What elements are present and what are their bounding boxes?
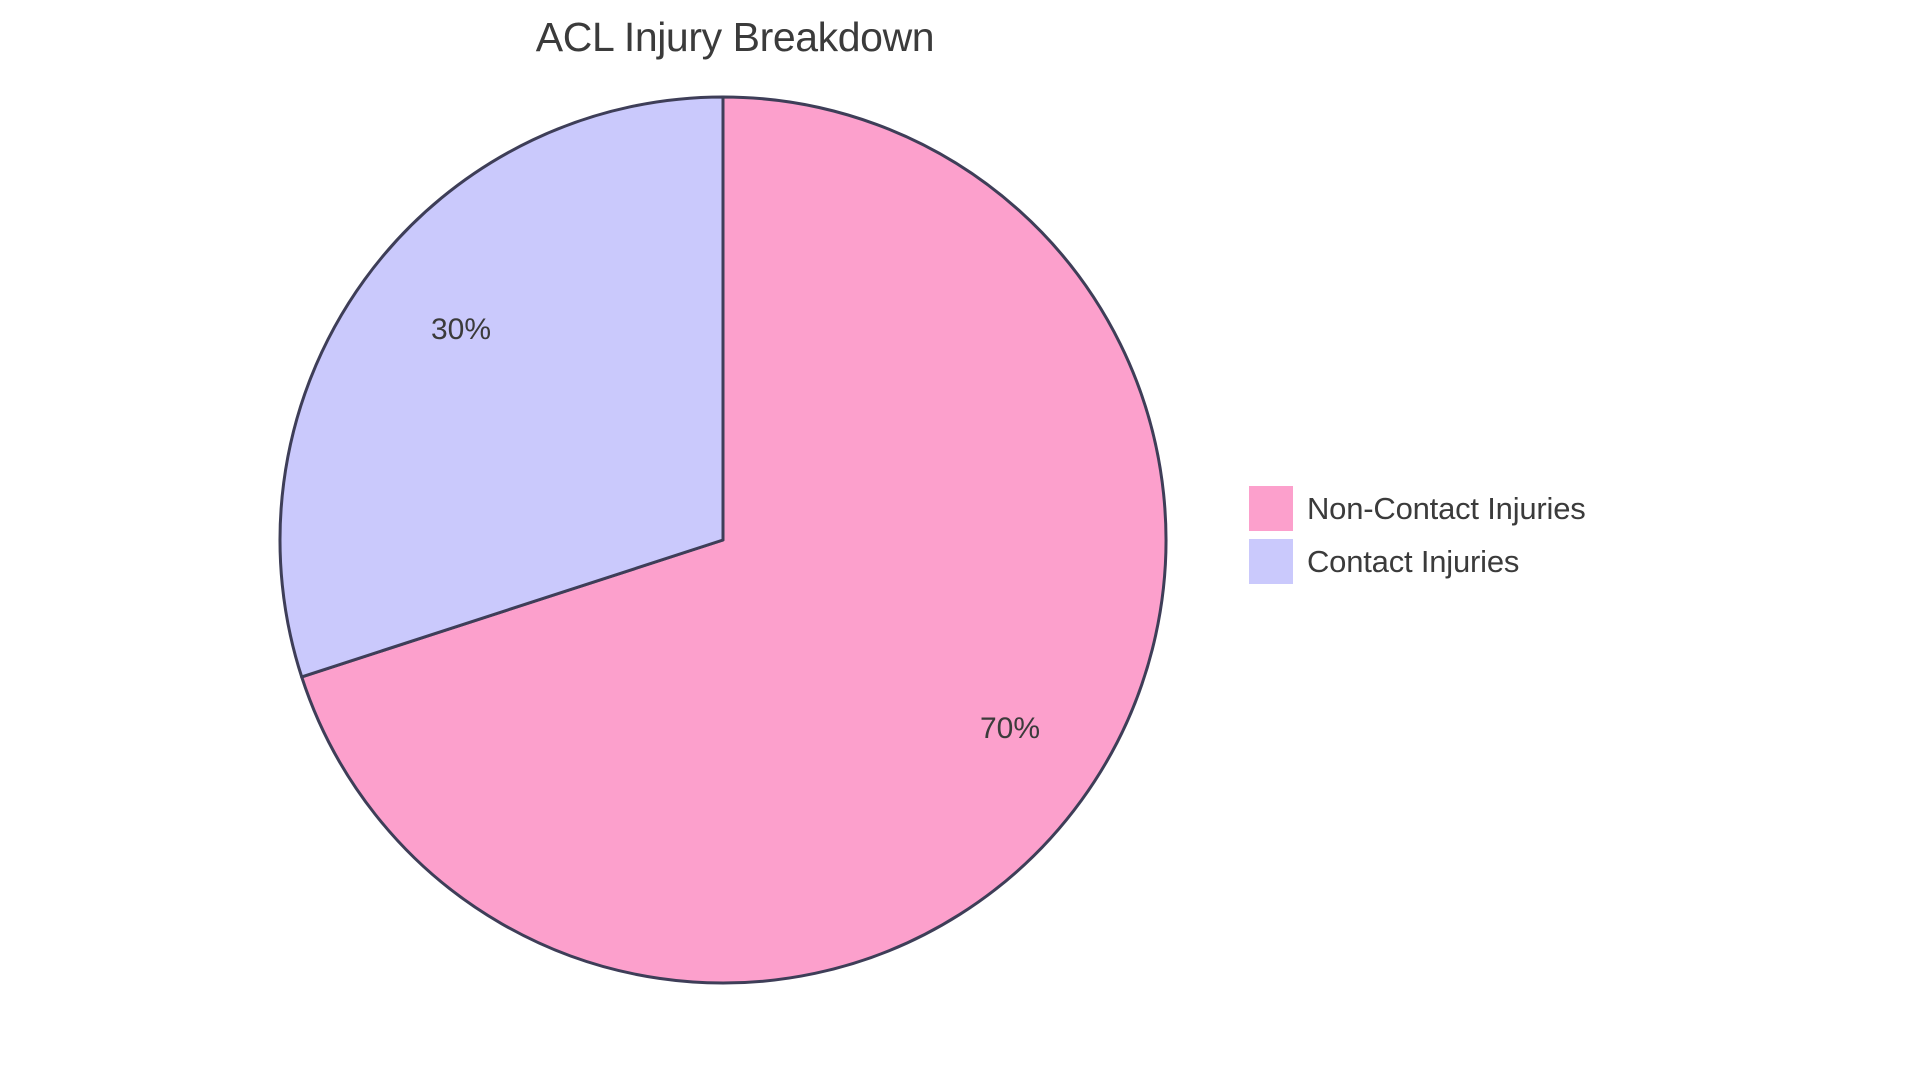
pie-slice-label-non-contact-injuries: 70% [980, 712, 1040, 745]
page-title: ACL Injury Breakdown [535, 14, 935, 60]
pie-plot-area: 30% 70% [268, 85, 1178, 995]
legend-swatch-icon [1249, 486, 1293, 531]
legend-item-contact-injuries[interactable]: Contact Injuries [1249, 539, 1586, 584]
pie-slice-non-contact-injuries[interactable] [300, 95, 1168, 985]
chart-legend: Non-Contact Injuries Contact Injuries [1249, 486, 1586, 584]
pie-slice-label-contact-injuries: 30% [431, 313, 491, 346]
legend-item-label: Contact Injuries [1307, 544, 1520, 579]
pie-svg: 30% 70% [278, 95, 1168, 985]
pie-slice-contact-injuries[interactable] [278, 95, 725, 679]
legend-item-non-contact-injuries[interactable]: Non-Contact Injuries [1249, 486, 1586, 531]
legend-swatch-icon [1249, 539, 1293, 584]
legend-item-label: Non-Contact Injuries [1307, 491, 1586, 526]
